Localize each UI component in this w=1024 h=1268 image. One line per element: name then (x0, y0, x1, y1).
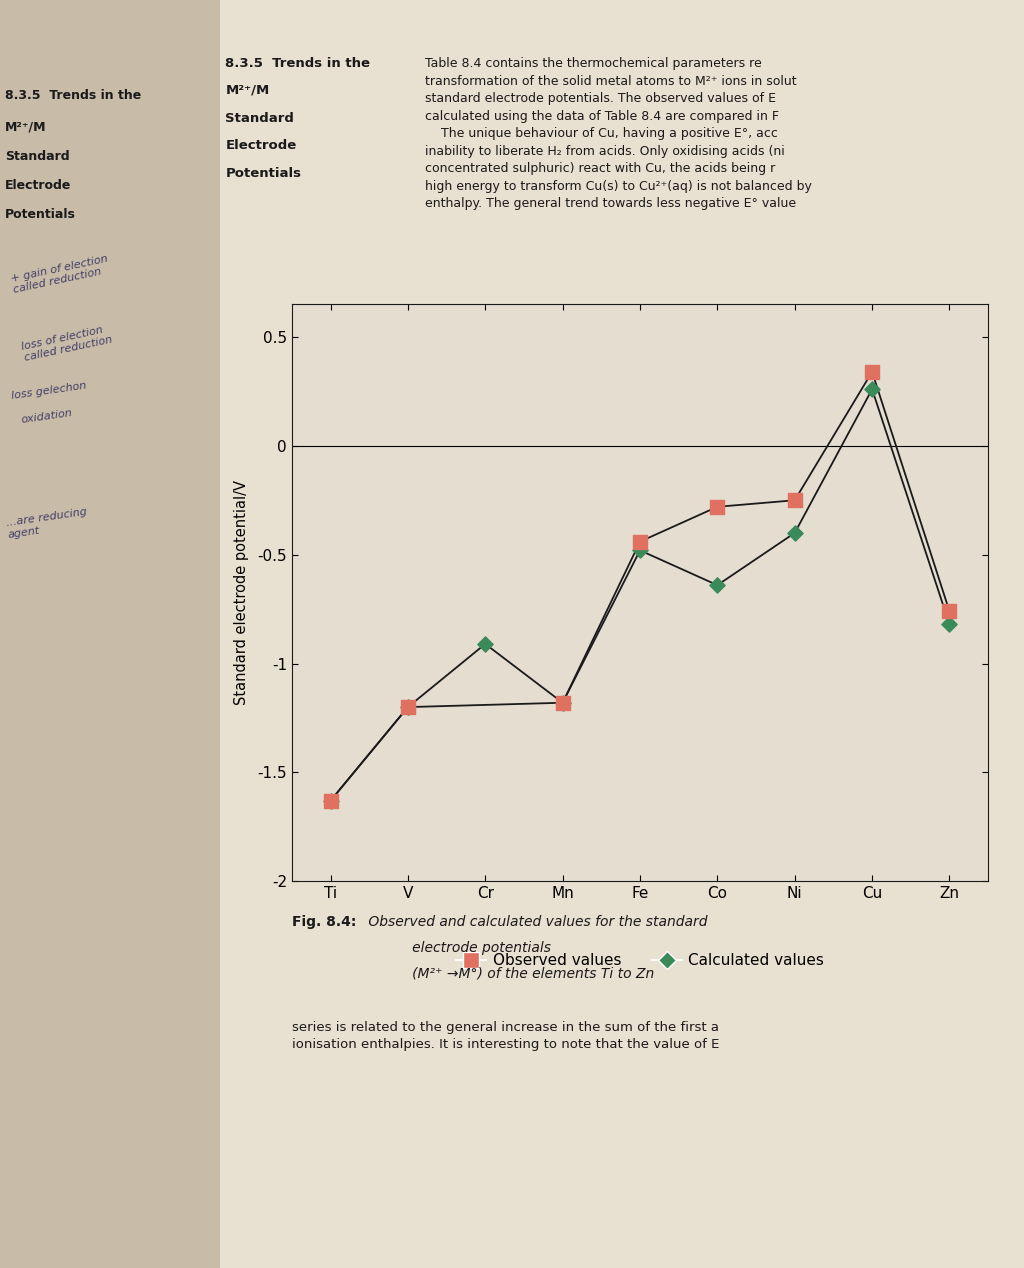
Text: Electrode: Electrode (5, 179, 72, 191)
Text: Standard: Standard (225, 112, 294, 124)
Point (554, 692, 570, 713)
Point (632, 531, 648, 552)
Text: loss of election
called reduction: loss of election called reduction (20, 323, 113, 363)
Text: oxidation: oxidation (20, 408, 73, 425)
Text: 8.3.5  Trends in the: 8.3.5 Trends in the (225, 57, 371, 70)
Text: 8.3.5  Trends in the: 8.3.5 Trends in the (5, 89, 141, 101)
Y-axis label: Standard electrode potential/V: Standard electrode potential/V (234, 481, 249, 705)
Text: loss gelechon: loss gelechon (10, 380, 87, 401)
Text: Table 8.4 contains the thermochemical parameters re
transformation of the solid : Table 8.4 contains the thermochemical pa… (425, 57, 812, 210)
Point (323, 790, 339, 810)
Text: + gain of election
called reduction: + gain of election called reduction (10, 254, 112, 295)
Text: Fig. 8.4:: Fig. 8.4: (292, 915, 356, 929)
Text: series is related to the general increase in the sum of the first a
ionisation e: series is related to the general increas… (292, 1021, 719, 1051)
Text: M²⁺/M: M²⁺/M (5, 120, 47, 133)
Text: Potentials: Potentials (5, 208, 76, 221)
Point (710, 574, 726, 595)
Text: Standard: Standard (5, 150, 70, 162)
Text: Observed and calculated values for the standard: Observed and calculated values for the s… (364, 915, 707, 929)
Point (554, 692, 570, 713)
Text: ...are reducing
agent: ...are reducing agent (5, 507, 89, 540)
Text: Electrode: Electrode (225, 139, 297, 152)
Legend: Observed values, Calculated values: Observed values, Calculated values (450, 947, 830, 975)
Point (941, 614, 957, 634)
Text: Potentials: Potentials (225, 167, 301, 180)
Text: electrode potentials: electrode potentials (364, 941, 551, 955)
Point (786, 522, 803, 543)
Point (710, 497, 726, 517)
Point (399, 697, 416, 718)
Point (941, 601, 957, 621)
Text: (M²⁺ →M°) of the elements Ti to Zn: (M²⁺ →M°) of the elements Ti to Zn (364, 966, 653, 980)
Point (323, 790, 339, 810)
Point (632, 540, 648, 560)
Point (786, 491, 803, 511)
Point (864, 361, 881, 382)
Point (477, 634, 494, 654)
Text: M²⁺/M: M²⁺/M (225, 84, 269, 96)
Point (864, 379, 881, 399)
Point (399, 697, 416, 718)
